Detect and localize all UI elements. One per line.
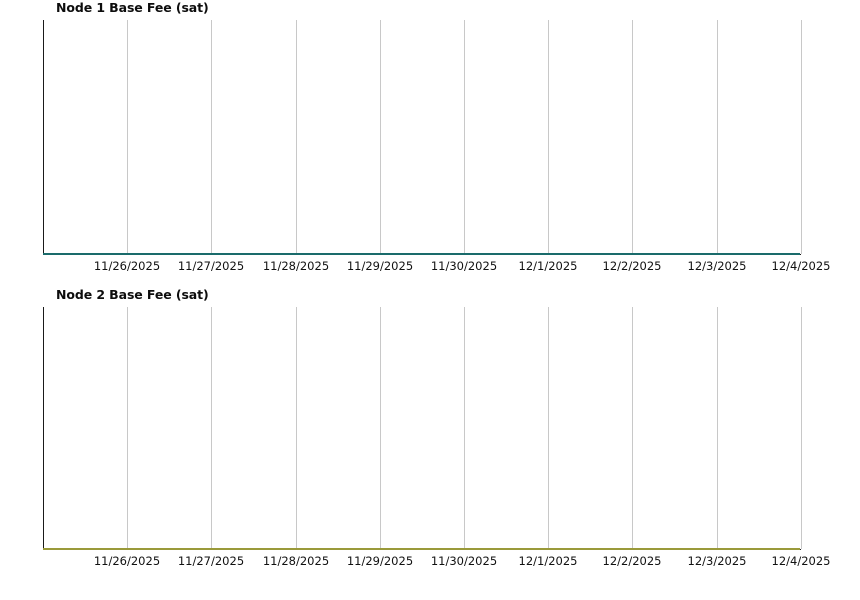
- x-axis-tick-label: 11/29/2025: [346, 259, 414, 273]
- chart-title-node-2: Node 2 Base Fee (sat): [56, 287, 209, 302]
- gridline: [632, 20, 633, 254]
- x-axis-labels-node-2: 11/26/2025 11/27/2025 11/28/2025 11/29/2025…: [43, 554, 831, 572]
- chart-title-node-1: Node 1 Base Fee (sat): [56, 0, 209, 15]
- x-axis-tick-label: 12/3/2025: [687, 259, 747, 273]
- plot-area-node-1: [43, 20, 802, 255]
- x-axis-tick-label: 11/30/2025: [430, 554, 498, 568]
- gridline: [717, 20, 718, 254]
- gridline: [127, 20, 128, 254]
- gridline: [211, 307, 212, 549]
- series-line-node-1: [43, 253, 800, 255]
- series-line-node-2: [43, 548, 800, 550]
- x-axis-tick-label: 12/3/2025: [687, 554, 747, 568]
- gridline: [380, 307, 381, 549]
- gridline: [548, 307, 549, 549]
- gridline: [464, 20, 465, 254]
- y-axis-line-node-1: [43, 20, 44, 255]
- x-axis-tick-label: 11/26/2025: [93, 554, 161, 568]
- x-axis-tick-label: 11/29/2025: [346, 554, 414, 568]
- x-axis-tick-label: 12/2/2025: [602, 259, 662, 273]
- x-axis-tick-label: 12/2/2025: [602, 554, 662, 568]
- x-axis-tick-label: 11/27/2025: [177, 259, 245, 273]
- gridline: [211, 20, 212, 254]
- gridline: [296, 307, 297, 549]
- x-axis-tick-label: 11/28/2025: [262, 554, 330, 568]
- gridline: [632, 307, 633, 549]
- gridline: [548, 20, 549, 254]
- y-axis-line-node-2: [43, 307, 44, 550]
- x-axis-tick-label: 12/4/2025: [771, 259, 831, 273]
- gridline: [717, 307, 718, 549]
- chart-panel-node-1: Node 1 Base Fee (sat) 11/26/2025 11/27/20…: [0, 0, 860, 290]
- gridline: [801, 20, 802, 254]
- chart-panel-node-2: Node 2 Base Fee (sat) 11/26/2025 11/27/20…: [0, 287, 860, 587]
- x-axis-tick-label: 12/1/2025: [518, 554, 578, 568]
- gridline: [43, 20, 44, 254]
- x-axis-tick-label: 12/4/2025: [771, 554, 831, 568]
- x-axis-tick-label: 11/27/2025: [177, 554, 245, 568]
- gridline: [127, 307, 128, 549]
- gridline: [801, 307, 802, 549]
- x-axis-tick-label: 12/1/2025: [518, 259, 578, 273]
- x-axis-tick-label: 11/28/2025: [262, 259, 330, 273]
- gridline: [43, 307, 44, 549]
- x-axis-tick-label: 11/26/2025: [93, 259, 161, 273]
- x-axis-tick-label: 11/30/2025: [430, 259, 498, 273]
- gridline: [296, 20, 297, 254]
- gridline: [380, 20, 381, 254]
- x-axis-labels-node-1: 11/26/2025 11/27/2025 11/28/2025 11/29/2025…: [43, 259, 831, 277]
- gridline: [464, 307, 465, 549]
- plot-area-node-2: [43, 307, 802, 550]
